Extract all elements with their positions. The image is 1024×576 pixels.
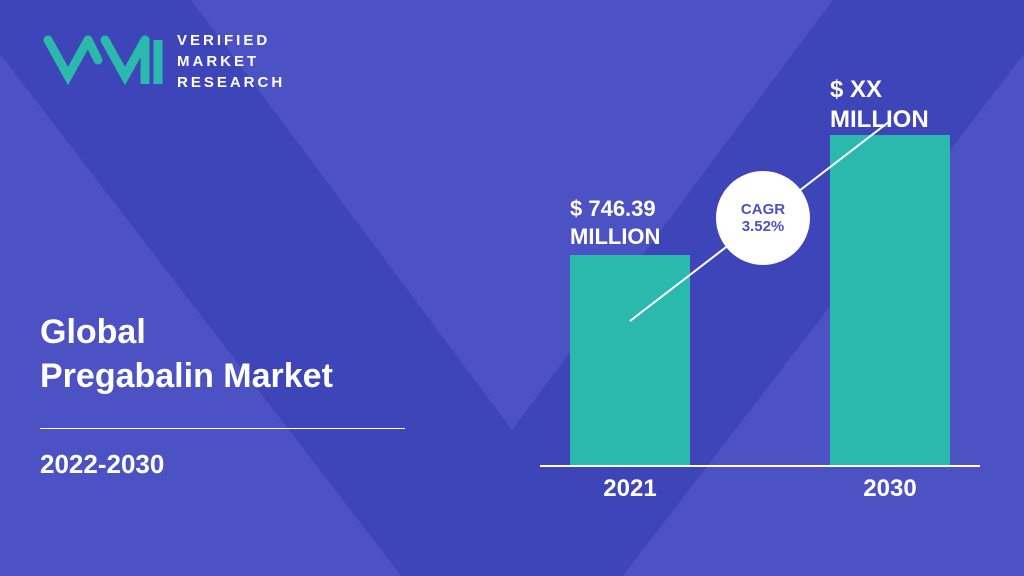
cagr-badge: CAGR 3.52% bbox=[716, 171, 810, 265]
title-line1: Global bbox=[40, 310, 405, 354]
logo-line1: VERIFIED bbox=[177, 30, 285, 51]
bar-2021-year: 2021 bbox=[570, 475, 690, 503]
logo: VERIFIED MARKET RESEARCH bbox=[40, 30, 285, 93]
bar-2021-value: $ 746.39 MILLION bbox=[570, 195, 660, 250]
cagr-label: CAGR bbox=[741, 201, 785, 218]
bar-2030-rect bbox=[830, 135, 950, 465]
bar-chart: $ 746.39 MILLION 2021 $ XX MILLION 2030 … bbox=[540, 40, 1000, 540]
chart-baseline bbox=[540, 465, 980, 467]
divider-line bbox=[40, 428, 405, 429]
title-block: Global Pregabalin Market 2022-2030 bbox=[40, 310, 405, 480]
bar-2030-value: $ XX MILLION bbox=[830, 75, 929, 135]
cagr-value: 3.52% bbox=[742, 218, 785, 235]
logo-line3: RESEARCH bbox=[177, 72, 285, 93]
period-range: 2022-2030 bbox=[40, 449, 405, 480]
logo-text: VERIFIED MARKET RESEARCH bbox=[177, 30, 285, 93]
title-line2: Pregabalin Market bbox=[40, 354, 405, 398]
logo-mark-icon bbox=[40, 34, 165, 89]
logo-line2: MARKET bbox=[177, 51, 285, 72]
bar-2030-year: 2030 bbox=[830, 475, 950, 503]
bar-2030: $ XX MILLION 2030 bbox=[830, 135, 950, 465]
